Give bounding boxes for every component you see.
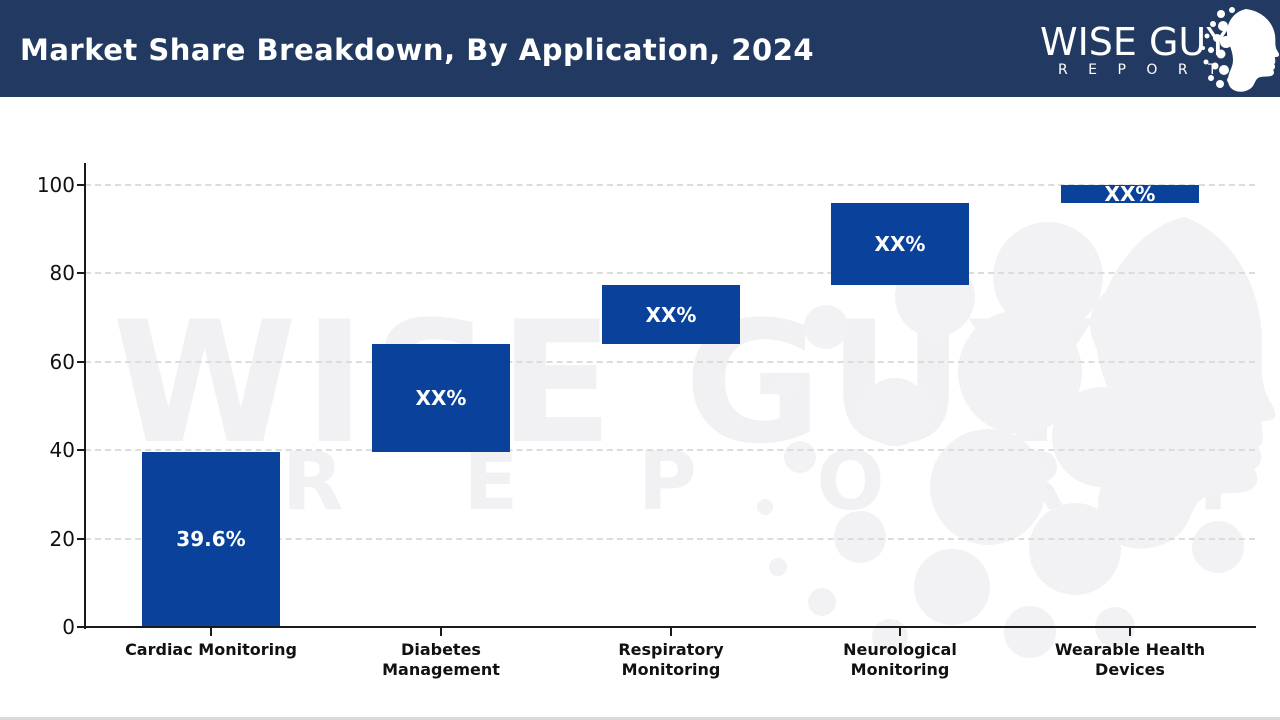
watermark-face-icon <box>757 217 1276 658</box>
x-tick <box>1129 628 1131 636</box>
y-tick-label-100: 100 <box>36 173 75 197</box>
y-tick-label-20: 20 <box>49 526 75 551</box>
bar-segment <box>1061 185 1199 203</box>
x-category-label: Cardiac Monitoring <box>125 640 297 659</box>
logo-wordmark: WISE GUY <box>1040 20 1230 64</box>
y-tick-100 <box>77 184 85 186</box>
bar-value-label: 39.6% <box>176 527 246 552</box>
bar-value-label: XX% <box>1104 181 1156 206</box>
bar-value-label: XX% <box>415 386 467 411</box>
x-category-label: Respiratory Monitoring <box>618 640 724 679</box>
chart-canvas: WISE GUY R E P O R T S 02040608010039.6%… <box>0 97 1280 717</box>
y-tick-label-80: 80 <box>49 261 75 286</box>
bar-segment <box>602 284 740 345</box>
y-tick-label-0: 0 <box>62 615 75 639</box>
y-tick-40 <box>77 449 85 452</box>
gridline-100 <box>85 184 1255 186</box>
y-axis-line <box>84 163 86 629</box>
x-category-label: Neurological Monitoring <box>843 640 957 679</box>
page-title: Market Share Breakdown, By Application, … <box>20 33 815 67</box>
gridline-40 <box>85 449 1255 452</box>
bar-segment <box>831 202 969 285</box>
y-tick-label-40: 40 <box>49 438 75 463</box>
x-tick <box>899 628 901 636</box>
bar-value-label: XX% <box>874 231 926 256</box>
header-bar: Market Share Breakdown, By Application, … <box>0 0 1280 97</box>
brand-logo: WISE GUY R E P O R T S <box>1036 0 1280 97</box>
x-category-label: Wearable Health Devices <box>1054 640 1206 679</box>
y-tick-label-60: 60 <box>49 349 75 374</box>
x-tick <box>210 628 212 636</box>
bar-segment <box>372 344 510 452</box>
x-tick <box>670 628 672 636</box>
x-tick <box>440 628 442 636</box>
gridline-60 <box>85 360 1255 363</box>
x-axis-line <box>84 626 1256 628</box>
bar-value-label: XX% <box>645 302 697 327</box>
bar-segment <box>142 451 280 627</box>
y-tick-20 <box>77 537 85 540</box>
footer-divider <box>0 717 1280 720</box>
y-tick-60 <box>77 360 85 363</box>
y-tick-0 <box>77 626 85 628</box>
y-tick-80 <box>77 272 85 275</box>
plot-area: 0 20 40 60 80 100 39.6% Cardiac Monitoring XX% Di… <box>0 97 1280 717</box>
gridline-20 <box>85 537 1255 540</box>
logo-subtitle: R E P O R T S <box>1058 62 1254 78</box>
gridline-80 <box>85 272 1255 275</box>
logo-head-icon <box>1201 7 1280 92</box>
x-category-label: Diabetes Management <box>382 640 500 679</box>
